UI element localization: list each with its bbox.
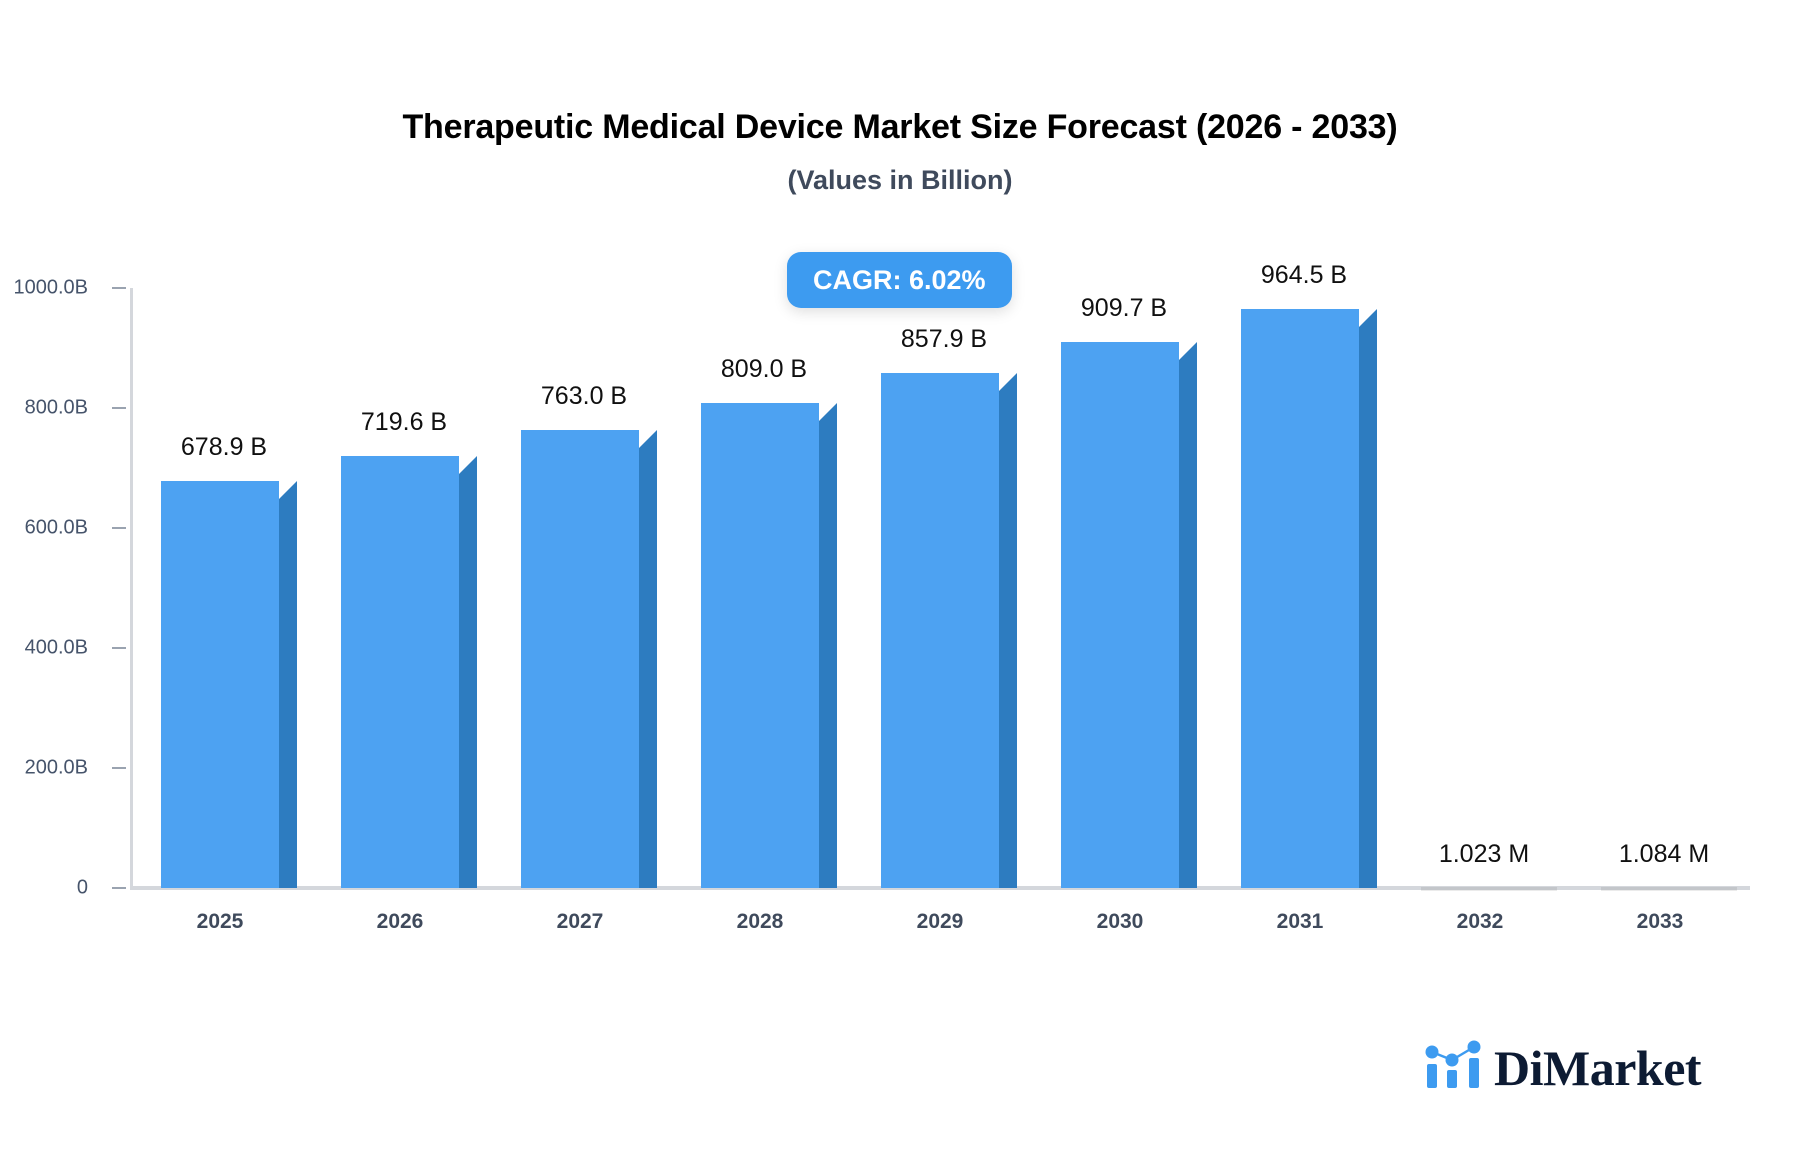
y-axis-tick-label: 600.0B — [24, 516, 88, 539]
bar-2029[interactable] — [881, 288, 1017, 888]
x-axis-line — [130, 886, 1750, 890]
bar-side-face — [1359, 327, 1377, 888]
x-axis-tick-label-2028: 2028 — [736, 910, 784, 933]
bar-value-label: 857.9 B — [900, 325, 988, 354]
bar-top-bevel — [1179, 342, 1197, 361]
x-axis-tick-label-2029: 2029 — [916, 910, 964, 933]
bar-2031[interactable] — [1241, 288, 1377, 888]
bar-2028[interactable] — [701, 288, 837, 888]
bar-2027[interactable] — [521, 288, 657, 888]
cagr-badge: CAGR: 6.02% — [787, 252, 1012, 308]
x-axis-tick-label-2033: 2033 — [1636, 910, 1684, 933]
y-axis-tick-mark — [112, 407, 126, 409]
x-axis-tick-label-2026: 2026 — [376, 910, 424, 933]
bar-top-bevel — [459, 456, 477, 475]
y-axis-tick-label: 800.0B — [24, 396, 88, 419]
bar-chart-dots-icon — [1424, 1040, 1482, 1095]
bar-2033[interactable] — [1601, 288, 1737, 891]
bar-top-bevel — [999, 373, 1017, 392]
bar-value-label: 763.0 B — [540, 382, 628, 411]
y-axis-tick-label: 1000.0B — [13, 276, 88, 299]
y-axis-tick-label: 200.0B — [24, 756, 88, 779]
bar-value-label: 1.084 M — [1618, 840, 1710, 868]
bar-front-face — [1241, 309, 1359, 888]
y-axis-line — [130, 288, 133, 888]
x-axis-tick-label-2025: 2025 — [196, 910, 244, 933]
brand-name: DiMarket — [1494, 1039, 1702, 1096]
bar-top-bevel — [279, 480, 297, 499]
y-axis-tick-label: 400.0B — [24, 636, 88, 659]
bar-2032[interactable] — [1421, 288, 1557, 891]
bar-top-bevel — [639, 430, 657, 449]
plot-area — [130, 288, 1750, 891]
y-axis-tick-mark — [112, 287, 126, 289]
bar-2025[interactable] — [161, 288, 297, 888]
bar-side-face — [639, 448, 657, 888]
bar-value-label: 964.5 B — [1260, 261, 1348, 290]
bar-value-label: 809.0 B — [720, 354, 808, 383]
bar-2026[interactable] — [341, 288, 477, 888]
bar-ground-shadow — [1421, 887, 1557, 891]
x-axis-tick-label-2032: 2032 — [1456, 910, 1504, 933]
bar-top-bevel — [1359, 309, 1377, 328]
bar-side-face — [819, 420, 837, 888]
brand-logo: DiMarket — [1424, 1039, 1702, 1096]
y-axis-tick-mark — [112, 647, 126, 649]
bar-value-label: 719.6 B — [360, 408, 448, 437]
x-axis-tick-label-2027: 2027 — [556, 910, 604, 933]
bar-front-face — [521, 430, 639, 888]
bar-front-face — [1061, 342, 1179, 888]
page-title: Therapeutic Medical Device Market Size F… — [402, 108, 1398, 146]
y-axis-tick-mark — [112, 527, 126, 529]
chart-subtitle: (Values in Billion) — [787, 165, 1013, 195]
bar-side-face — [1179, 360, 1197, 888]
bar-front-face — [341, 456, 459, 888]
bar-front-face — [701, 402, 819, 888]
bar-side-face — [999, 391, 1017, 888]
x-axis-tick-label-2030: 2030 — [1096, 910, 1144, 933]
bar-side-face — [279, 498, 297, 888]
x-axis-tick-label-2031: 2031 — [1276, 910, 1324, 933]
y-axis-tick-mark — [112, 887, 126, 889]
y-axis-tick-label: 0 — [76, 876, 88, 899]
bar-value-label: 678.9 B — [180, 432, 268, 461]
bar-side-face — [459, 474, 477, 888]
bar-top-bevel — [819, 402, 837, 421]
bar-2030[interactable] — [1061, 288, 1197, 888]
y-axis-tick-mark — [112, 767, 126, 769]
bar-front-face — [881, 373, 999, 888]
bar-front-face — [161, 480, 279, 888]
bar-ground-shadow — [1601, 887, 1737, 891]
bar-value-label: 909.7 B — [1080, 294, 1168, 323]
bar-value-label: 1.023 M — [1438, 840, 1530, 868]
